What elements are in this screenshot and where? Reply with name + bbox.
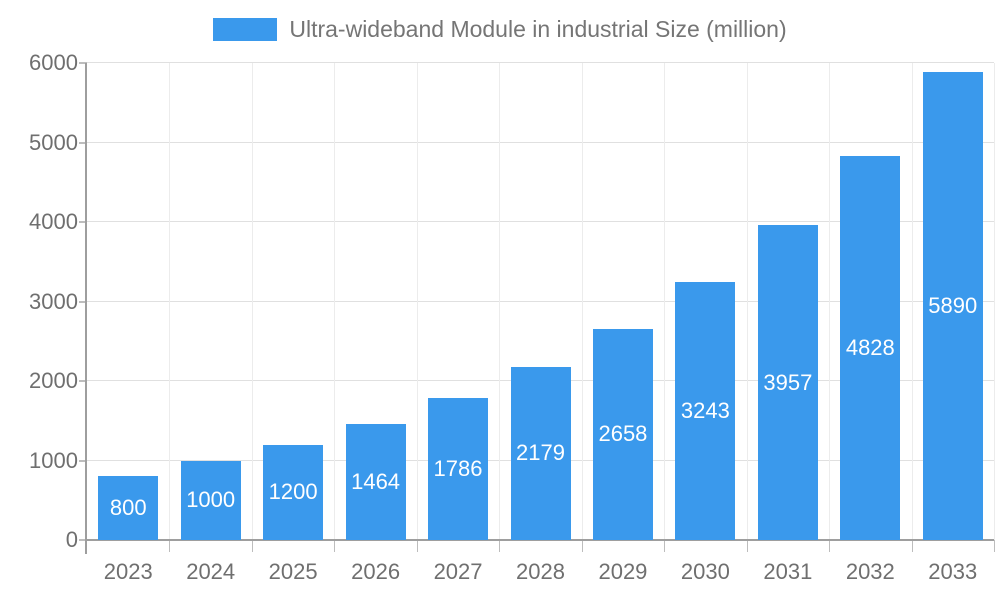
x-tick-mark [829,540,831,552]
y-tick-label: 0 [65,527,78,552]
bar [98,476,159,540]
x-tick-label: 2028 [516,559,565,584]
x-tick-label: 2031 [763,559,813,584]
y-tick-mark [79,539,87,541]
bar-value-label: 1000 [186,487,236,513]
bar-value-label: 3243 [680,398,730,424]
v-gridline [911,63,913,540]
bar [675,282,736,540]
h-gridline [87,141,994,143]
bar [510,366,571,540]
bar [428,398,489,540]
y-tick-label: 1000 [29,447,78,473]
x-tick-label: 2032 [845,559,895,584]
x-tick-label: 2023 [103,559,153,584]
x-tick-label: 2024 [186,559,236,584]
x-tick-label: 2025 [268,559,318,584]
bar-value-label: 5890 [928,292,978,318]
bar [180,460,241,540]
y-tick-mark [79,141,87,144]
legend-label[interactable]: Ultra-wideband Module in industrial Size… [289,16,787,42]
y-tick-label: 2000 [29,368,78,393]
y-tick-mark [79,300,87,303]
legend-swatch[interactable] [213,18,278,41]
y-tick-mark [79,62,87,64]
h-gridline [87,300,994,302]
h-gridline [87,62,994,63]
x-tick-mark [169,540,171,552]
y-tick-label: 3000 [29,288,78,314]
y-tick-label: 4000 [29,209,78,234]
bar-value-label: 2658 [598,421,648,447]
bar-value-label: 2179 [516,440,565,466]
y-tick-label: 5000 [29,129,78,155]
bar-value-label: 1464 [351,468,401,494]
v-gridline [581,63,583,540]
x-tick-mark [334,540,336,552]
x-tick-mark [994,540,995,552]
bar-value-label: 800 [109,495,147,521]
legend[interactable]: Ultra-wideband Module in industrial Size… [0,16,1000,43]
y-tick-label: 6000 [29,50,78,75]
v-gridline [664,63,666,540]
v-gridline [499,63,501,540]
h-gridline [87,221,994,222]
x-tick-mark [251,540,253,552]
v-gridline [169,63,171,540]
v-gridline [829,63,831,540]
bar [757,225,818,540]
x-tick-mark [664,540,666,552]
v-gridline [251,63,253,540]
v-gridline [746,63,748,540]
bar [345,423,406,540]
bar-value-label: 1786 [433,456,483,481]
y-axis-line [85,63,87,554]
x-tick-label: 2029 [598,559,648,584]
x-tick-mark [581,540,583,552]
v-gridline [994,63,995,540]
x-tick-label: 2033 [928,559,978,584]
y-tick-mark [79,459,87,462]
x-tick-mark [911,540,913,552]
x-tick-mark [416,540,418,552]
x-tick-label: 2030 [680,559,730,584]
x-tick-mark [746,540,748,552]
bar [840,156,901,540]
bar-value-label: 3957 [763,369,813,395]
x-tick-mark [499,540,501,552]
bar-value-label: 4828 [845,335,895,361]
y-tick-mark [79,221,87,223]
x-tick-label: 2027 [433,559,483,584]
x-axis-line [85,539,994,541]
bar [592,328,653,540]
v-gridline [416,63,418,540]
bar [263,444,324,540]
bar [922,71,983,540]
v-gridline [334,63,336,540]
y-tick-mark [79,380,87,382]
x-tick-label: 2026 [351,559,401,584]
bar-value-label: 1200 [268,479,318,505]
